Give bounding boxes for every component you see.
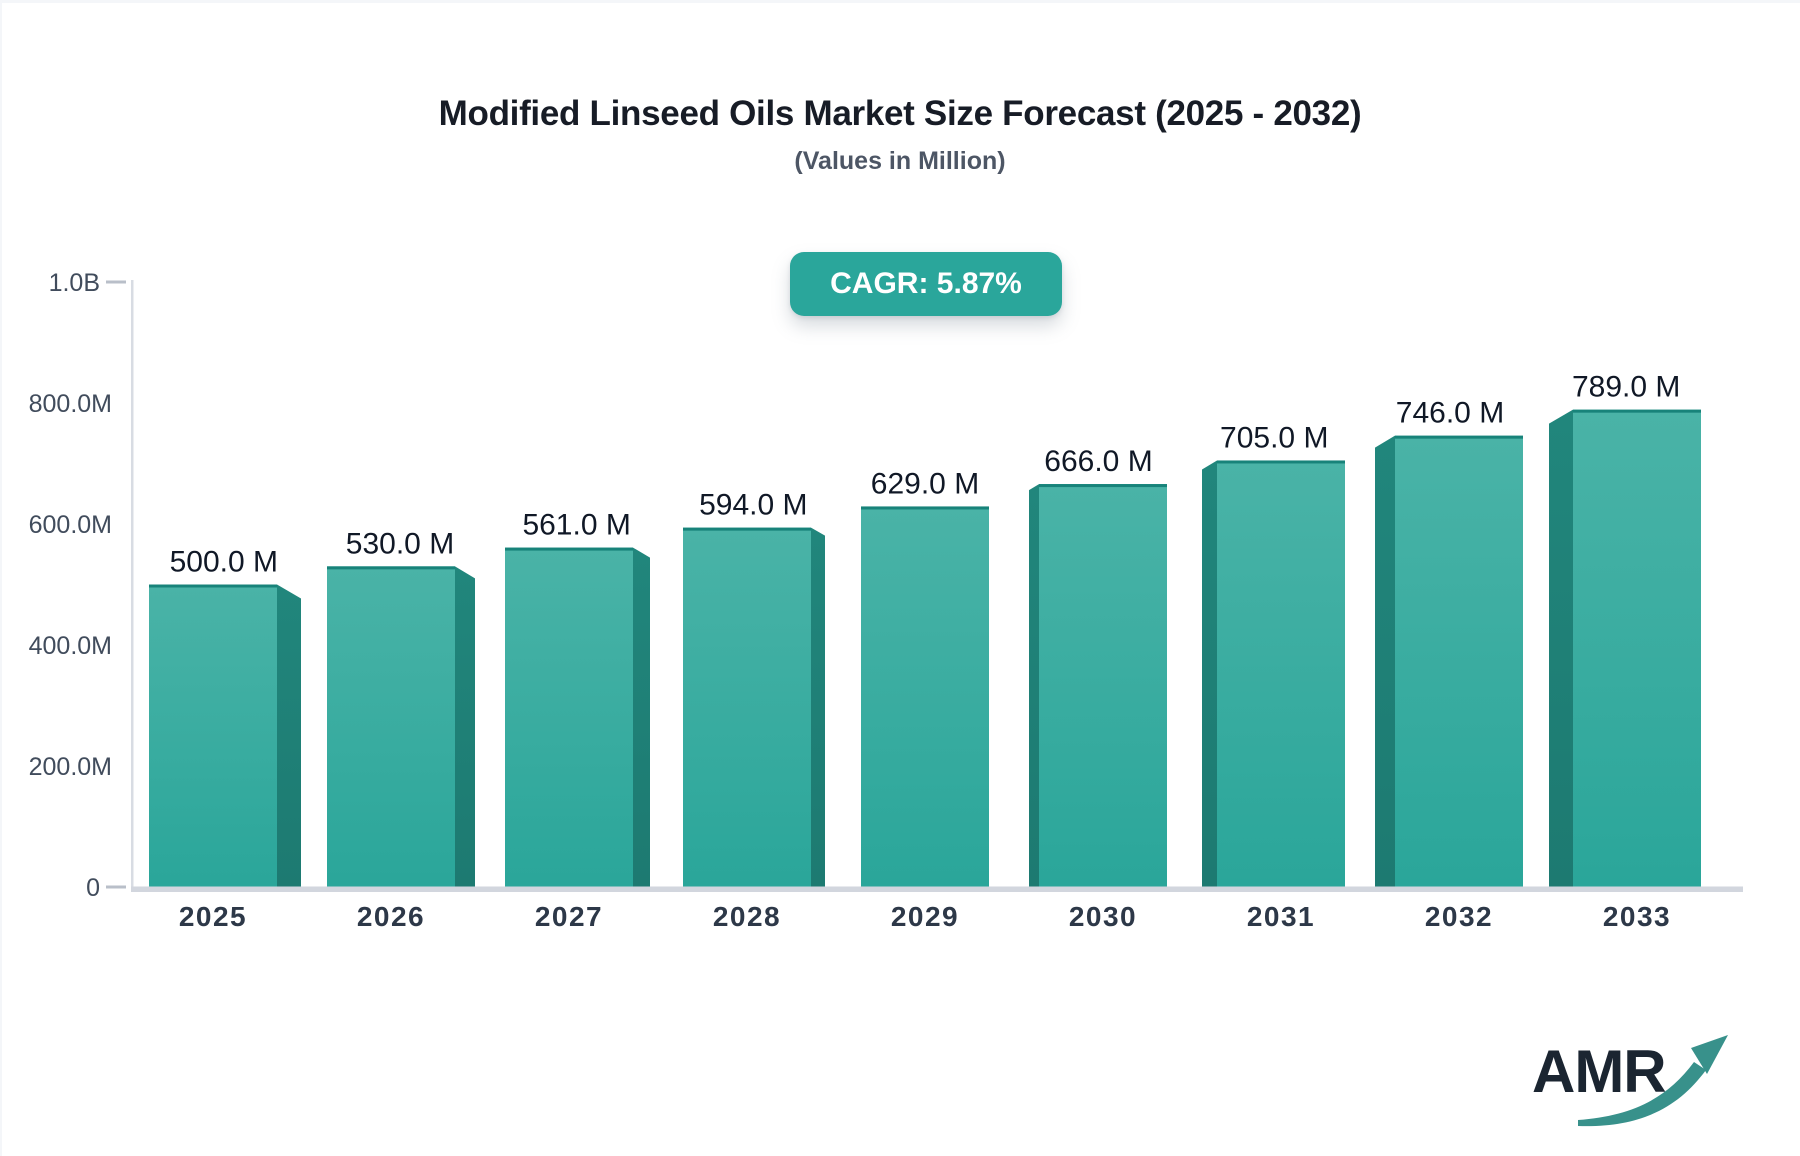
- x-axis-label: 2031: [1247, 901, 1315, 932]
- y-tick-label: 400.0M: [29, 632, 112, 660]
- bar-face: [505, 547, 633, 887]
- amr-logo-swoosh: [1578, 1062, 1706, 1127]
- bar-top-edge: [505, 547, 633, 551]
- amr-logo: AMR: [1532, 1035, 1728, 1127]
- bar-value-label: 705.0 M: [1220, 421, 1328, 454]
- bar-side-face: [811, 527, 825, 887]
- x-axis-label: 2028: [713, 901, 781, 932]
- bar-2029[interactable]: [861, 506, 989, 887]
- bar-top-edge: [1039, 484, 1167, 488]
- bar-top-edge: [861, 506, 989, 510]
- bar-2028[interactable]: [683, 527, 825, 887]
- bar-value-label: 561.0 M: [522, 509, 630, 542]
- x-axis-label: 2025: [179, 901, 247, 932]
- bar-face: [327, 566, 455, 887]
- bar-2025[interactable]: [149, 584, 301, 888]
- bar-2030[interactable]: [1029, 484, 1167, 887]
- page-border-left: [0, 0, 2, 1156]
- bar-value-label: 746.0 M: [1396, 397, 1504, 430]
- bar-top-edge: [683, 527, 811, 531]
- bar-value-label: 530.0 M: [346, 527, 454, 560]
- bar-side-face: [1375, 435, 1395, 887]
- chart-subtitle: (Values in Million): [794, 147, 1006, 175]
- page-border-top: [0, 0, 1800, 3]
- bar-face: [1039, 484, 1167, 887]
- x-axis-label: 2027: [535, 901, 603, 932]
- y-tick-dash: [106, 280, 126, 284]
- bar-face: [149, 584, 277, 887]
- bar-side-face: [277, 584, 301, 887]
- amr-logo-text: AMR: [1532, 1038, 1666, 1105]
- bar-side-face: [1202, 460, 1217, 887]
- y-tick-label: 600.0M: [29, 511, 112, 539]
- y-tick-label: 0: [86, 874, 100, 902]
- bar-top-edge: [1217, 460, 1345, 464]
- bar-face: [1573, 409, 1701, 887]
- bar-side-face: [455, 566, 475, 887]
- bar-top-edge: [327, 566, 455, 570]
- bar-top-edge: [149, 584, 277, 588]
- x-axis-label: 2029: [891, 901, 959, 932]
- bar-top-edge: [1573, 409, 1701, 413]
- bar-face: [1217, 460, 1345, 887]
- bar-face: [683, 527, 811, 887]
- x-axis-label: 2033: [1603, 901, 1671, 932]
- bar-value-label: 500.0 M: [170, 546, 278, 579]
- x-axis-line: [131, 886, 1743, 892]
- bar-value-label: 594.0 M: [699, 489, 807, 522]
- bar-side-face: [633, 547, 650, 887]
- bar-value-label: 789.0 M: [1572, 371, 1680, 404]
- bar-side-face: [1549, 409, 1573, 887]
- bar-face: [861, 506, 989, 887]
- y-tick-label: 1.0B: [49, 269, 100, 297]
- y-axis-line: [131, 280, 134, 887]
- chart-title: Modified Linseed Oils Market Size Foreca…: [438, 94, 1362, 133]
- bar-2031[interactable]: [1202, 460, 1345, 887]
- bar-value-label: 629.0 M: [871, 467, 979, 500]
- bar-2027[interactable]: [505, 547, 650, 887]
- bar-face: [1395, 435, 1523, 887]
- bar-2032[interactable]: [1375, 435, 1523, 887]
- bar-side-face: [1029, 484, 1039, 887]
- y-tick-label: 200.0M: [29, 753, 112, 781]
- amr-logo-arrowhead-icon: [1691, 1035, 1728, 1074]
- y-tick-dash: [106, 885, 126, 889]
- bar-top-edge: [1395, 435, 1523, 439]
- cagr-badge: CAGR: 5.87%: [790, 252, 1062, 316]
- x-axis-label: 2032: [1425, 901, 1493, 932]
- y-tick-label: 800.0M: [29, 390, 112, 418]
- x-axis-label: 2026: [357, 901, 425, 932]
- bar-value-label: 666.0 M: [1044, 445, 1152, 478]
- bar-2033[interactable]: [1549, 409, 1701, 887]
- x-axis-label: 2030: [1069, 901, 1137, 932]
- bar-2026[interactable]: [327, 566, 475, 887]
